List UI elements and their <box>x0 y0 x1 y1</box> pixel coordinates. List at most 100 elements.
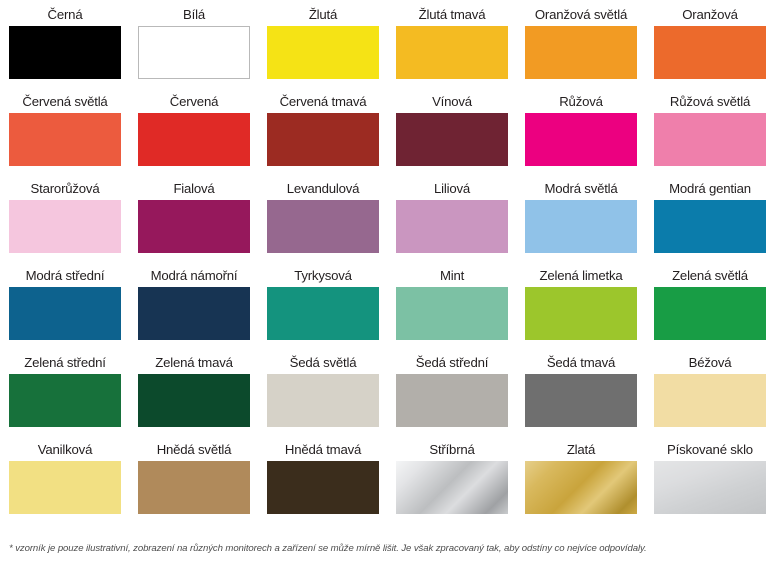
swatch-color-chip[interactable] <box>138 287 250 340</box>
swatch-cell[interactable]: Tyrkysová <box>267 267 379 345</box>
swatch-label: Bílá <box>183 7 205 22</box>
swatch-color-chip[interactable] <box>525 200 637 253</box>
swatch-color-chip[interactable] <box>9 461 121 514</box>
swatch-cell[interactable]: Oranžová světlá <box>525 6 637 84</box>
swatch-label: Zelená tmavá <box>155 355 233 370</box>
swatch-cell[interactable]: Levandulová <box>267 180 379 258</box>
swatch-label: Modrá gentian <box>669 181 751 196</box>
swatch-color-chip[interactable] <box>267 287 379 340</box>
swatch-color-chip[interactable] <box>267 461 379 514</box>
swatch-color-chip[interactable] <box>138 200 250 253</box>
swatch-cell[interactable]: Šedá střední <box>396 354 508 432</box>
swatch-label: Zelená světlá <box>672 268 748 283</box>
swatch-color-chip[interactable] <box>267 200 379 253</box>
swatch-color-chip[interactable] <box>525 461 637 514</box>
swatch-color-chip[interactable] <box>525 287 637 340</box>
swatch-label: Šedá tmavá <box>546 355 616 370</box>
swatch-cell[interactable]: Zelená světlá <box>654 267 766 345</box>
swatch-color-chip[interactable] <box>396 374 508 427</box>
swatch-cell[interactable]: Modrá námořní <box>138 267 250 345</box>
swatch-color-chip[interactable] <box>138 113 250 166</box>
swatch-cell[interactable]: Stříbrná <box>396 441 508 519</box>
swatch-color-chip[interactable] <box>654 461 766 514</box>
swatch-color-chip[interactable] <box>267 113 379 166</box>
swatch-color-chip[interactable] <box>138 461 250 514</box>
swatch-label: Červená světlá <box>22 94 108 109</box>
swatch-color-chip[interactable] <box>525 374 637 427</box>
swatch-cell[interactable]: Růžová světlá <box>654 93 766 171</box>
swatch-label: Modrá námořní <box>150 268 238 283</box>
swatch-cell[interactable]: Fialová <box>138 180 250 258</box>
swatch-color-chip[interactable] <box>267 26 379 79</box>
swatch-cell[interactable]: Modrá gentian <box>654 180 766 258</box>
swatch-cell[interactable]: Červená světlá <box>9 93 121 171</box>
swatch-cell[interactable]: Červená tmavá <box>267 93 379 171</box>
swatch-cell[interactable]: Červená <box>138 93 250 171</box>
swatch-color-chip[interactable] <box>654 26 766 79</box>
swatch-label: Fialová <box>173 181 215 196</box>
swatch-color-chip[interactable] <box>654 374 766 427</box>
swatch-cell[interactable]: Modrá světlá <box>525 180 637 258</box>
swatch-cell[interactable]: Vínová <box>396 93 508 171</box>
swatch-label: Červená tmavá <box>279 94 367 109</box>
swatch-cell[interactable]: Žlutá <box>267 6 379 84</box>
swatch-label: Vanilková <box>37 442 93 457</box>
swatch-color-chip[interactable] <box>396 200 508 253</box>
swatch-label: Starorůžová <box>30 181 100 196</box>
swatch-cell[interactable]: Šedá tmavá <box>525 354 637 432</box>
swatch-color-chip[interactable] <box>525 113 637 166</box>
swatch-cell[interactable]: Oranžová <box>654 6 766 84</box>
swatch-cell[interactable]: Vanilková <box>9 441 121 519</box>
swatch-cell[interactable]: Pískované sklo <box>654 441 766 519</box>
swatch-color-chip[interactable] <box>654 113 766 166</box>
swatch-label: Hnědá světlá <box>156 442 232 457</box>
swatch-label: Vínová <box>432 94 472 109</box>
swatch-cell[interactable]: Bílá <box>138 6 250 84</box>
swatch-color-chip[interactable] <box>9 26 121 79</box>
swatch-grid: Černá Bílá Žlutá Žlutá tmavá Oranžová světlá… <box>9 6 766 519</box>
swatch-color-chip[interactable] <box>138 374 250 427</box>
swatch-color-chip[interactable] <box>525 26 637 79</box>
swatch-color-chip[interactable] <box>9 113 121 166</box>
swatch-color-chip[interactable] <box>9 287 121 340</box>
swatch-color-chip[interactable] <box>138 26 250 79</box>
swatch-label: Zelená střední <box>24 355 106 370</box>
swatch-label: Liliová <box>434 181 470 196</box>
swatch-cell[interactable]: Liliová <box>396 180 508 258</box>
swatch-cell[interactable]: Černá <box>9 6 121 84</box>
swatch-label: Béžová <box>688 355 732 370</box>
swatch-cell[interactable]: Béžová <box>654 354 766 432</box>
swatch-cell[interactable]: Růžová <box>525 93 637 171</box>
swatch-label: Růžová <box>559 94 603 109</box>
swatch-cell[interactable]: Modrá střední <box>9 267 121 345</box>
swatch-color-chip[interactable] <box>396 113 508 166</box>
swatch-label: Stříbrná <box>429 442 475 457</box>
swatch-color-chip[interactable] <box>654 287 766 340</box>
swatch-cell[interactable]: Zelená střední <box>9 354 121 432</box>
swatch-label: Šedá světlá <box>289 355 357 370</box>
swatch-cell[interactable]: Zelená limetka <box>525 267 637 345</box>
swatch-cell[interactable]: Zelená tmavá <box>138 354 250 432</box>
swatch-label: Levandulová <box>286 181 360 196</box>
swatch-label: Pískované sklo <box>667 442 753 457</box>
swatch-label: Mint <box>439 268 465 283</box>
swatch-cell[interactable]: Starorůžová <box>9 180 121 258</box>
swatch-cell[interactable]: Hnědá světlá <box>138 441 250 519</box>
swatch-color-chip[interactable] <box>654 200 766 253</box>
swatch-color-chip[interactable] <box>396 461 508 514</box>
swatch-color-chip[interactable] <box>267 374 379 427</box>
swatch-cell[interactable]: Zlatá <box>525 441 637 519</box>
swatch-label: Žlutá tmavá <box>418 7 486 22</box>
swatch-cell[interactable]: Žlutá tmavá <box>396 6 508 84</box>
swatch-cell[interactable]: Hnědá tmavá <box>267 441 379 519</box>
swatch-cell[interactable]: Mint <box>396 267 508 345</box>
swatch-label: Žlutá <box>308 7 338 22</box>
swatch-color-chip[interactable] <box>9 374 121 427</box>
swatch-color-chip[interactable] <box>9 200 121 253</box>
swatch-cell[interactable]: Šedá světlá <box>267 354 379 432</box>
swatch-label: Černá <box>47 7 83 22</box>
swatch-label: Modrá střední <box>25 268 105 283</box>
swatch-color-chip[interactable] <box>396 26 508 79</box>
swatch-color-chip[interactable] <box>396 287 508 340</box>
